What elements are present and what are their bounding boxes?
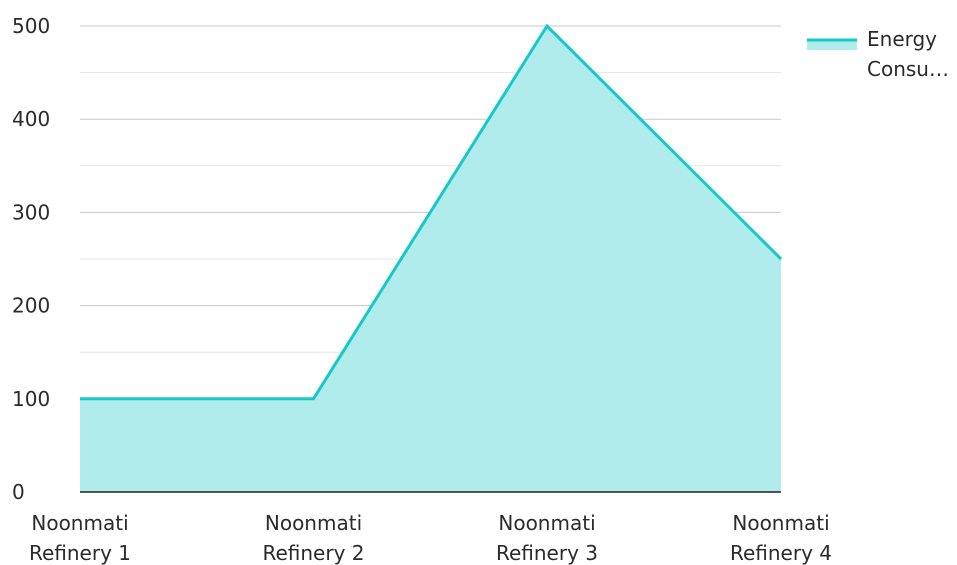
- y-axis-tick-labels: 0 100 200 300 400 500: [12, 14, 50, 504]
- y-tick-label: 0: [12, 480, 25, 504]
- x-tick-label: Noonmati Refinery 1: [29, 511, 131, 565]
- y-tick-label: 200: [12, 294, 50, 318]
- series-line: [80, 23, 783, 401]
- legend-swatch-fill: [807, 40, 857, 50]
- x-axis-tick-labels: Noonmati Refinery 1 Noonmati Refinery 2 Noon…: [29, 511, 832, 565]
- y-tick-label: 500: [12, 14, 50, 38]
- area-series: [80, 23, 783, 492]
- y-tick-label: 100: [12, 387, 50, 411]
- x-tick-label: Noonmati Refinery 3: [496, 511, 598, 565]
- legend: Energy Consu…: [807, 27, 949, 81]
- x-tick-label: Noonmati Refinery 2: [262, 511, 364, 565]
- y-tick-label: 400: [12, 107, 50, 131]
- legend-label: Energy Consu…: [867, 27, 949, 81]
- y-tick-label: 300: [12, 200, 50, 224]
- x-tick-label: Noonmati Refinery 4: [730, 511, 832, 565]
- area-fill: [80, 26, 781, 492]
